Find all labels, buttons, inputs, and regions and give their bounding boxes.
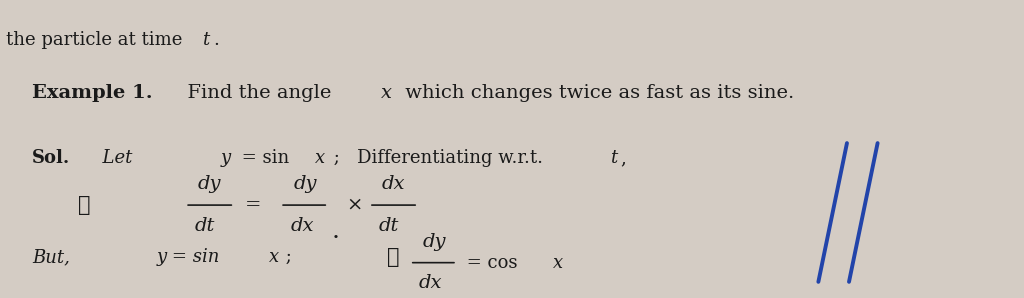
Text: ;: ; [281, 248, 292, 266]
Text: x: x [315, 149, 325, 167]
Text: ×: × [346, 196, 362, 214]
Text: t: t [202, 31, 209, 49]
Text: which changes twice as fast as its sine.: which changes twice as fast as its sine. [398, 84, 794, 102]
Text: the particle at time: the particle at time [6, 31, 188, 49]
Text: dy: dy [198, 176, 221, 193]
Text: ∴: ∴ [387, 248, 400, 267]
Text: ∴: ∴ [78, 195, 90, 215]
Text: x: x [269, 248, 280, 266]
Text: dy: dy [294, 176, 317, 193]
Text: ,: , [621, 149, 626, 167]
Text: y: y [221, 149, 231, 167]
Text: x: x [553, 254, 563, 272]
Text: dx: dx [291, 217, 314, 235]
Text: dx: dx [419, 274, 442, 292]
Text: But,: But, [32, 248, 70, 266]
Text: Example 1.: Example 1. [32, 84, 153, 102]
Text: t: t [610, 149, 617, 167]
Text: dx: dx [381, 176, 404, 193]
Text: .: . [213, 31, 219, 49]
Text: Find the angle: Find the angle [175, 84, 338, 102]
Text: y = sin: y = sin [157, 248, 225, 266]
Text: Let: Let [91, 149, 133, 167]
Text: .: . [331, 220, 339, 243]
Text: Sol.: Sol. [32, 149, 71, 167]
Text: = sin: = sin [237, 149, 295, 167]
Text: dt: dt [378, 217, 398, 235]
Text: =: = [245, 196, 261, 214]
Text: ;   Differentiating w.r.t.: ; Differentiating w.r.t. [328, 149, 549, 167]
Text: = cos: = cos [461, 254, 523, 272]
Text: dt: dt [195, 217, 215, 235]
Text: x: x [381, 84, 392, 102]
Text: dy: dy [422, 233, 445, 251]
